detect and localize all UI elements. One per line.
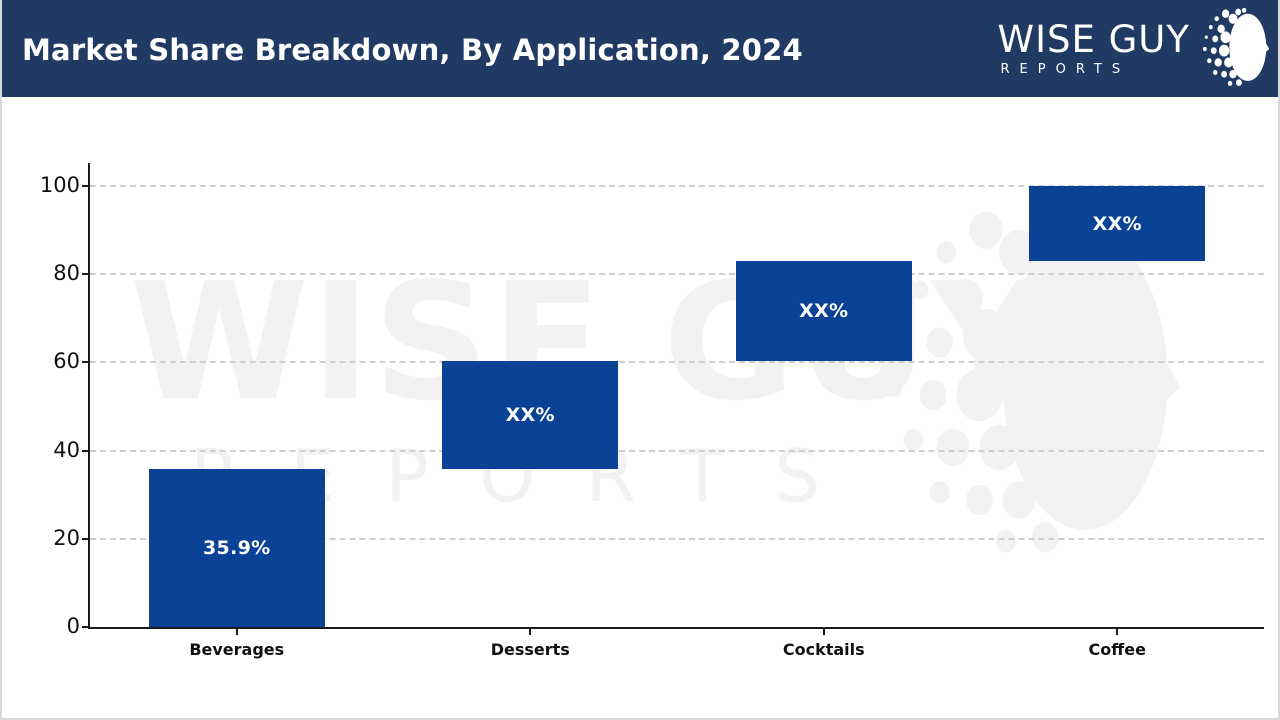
x-category-label-coffee: Coffee bbox=[1088, 640, 1146, 659]
x-tick-mark bbox=[529, 629, 532, 635]
gridline-60 bbox=[90, 361, 1264, 364]
gridline-100 bbox=[90, 185, 1264, 187]
bar-value-label: XX% bbox=[799, 300, 849, 323]
x-tick-mark bbox=[235, 629, 238, 635]
y-tick-label: 40 bbox=[53, 437, 80, 462]
x-category-label-desserts: Desserts bbox=[490, 640, 570, 659]
gridline-80 bbox=[90, 273, 1264, 276]
y-tick-mark bbox=[82, 273, 88, 276]
y-axis-line bbox=[88, 163, 90, 629]
y-tick-mark bbox=[82, 185, 88, 187]
bar-beverages: 35.9% bbox=[148, 468, 325, 627]
logo-reports-label: REPORTS bbox=[1000, 62, 1131, 78]
wiseguy-head-watermark-icon bbox=[885, 203, 1181, 553]
gridline-40 bbox=[90, 449, 1264, 452]
wiseguy-logo-text: WISE GUY REPORTS bbox=[997, 17, 1190, 78]
x-category-label-cocktails: Cocktails bbox=[782, 640, 865, 659]
bar-value-label: XX% bbox=[1092, 212, 1142, 235]
header-banner: Market Share Breakdown, By Application, … bbox=[2, 0, 1278, 97]
x-tick-mark bbox=[822, 629, 825, 635]
bar-cocktails: XX% bbox=[735, 261, 912, 361]
y-tick-mark bbox=[82, 537, 88, 540]
gridline-20 bbox=[90, 537, 1264, 540]
page-title: Market Share Breakdown, By Application, … bbox=[22, 33, 803, 67]
y-tick-label: 80 bbox=[53, 261, 80, 286]
wiseguy-logo: WISE GUY REPORTS bbox=[998, 7, 1270, 91]
x-tick-mark bbox=[1116, 629, 1119, 635]
bar-value-label: 35.9% bbox=[203, 536, 271, 559]
y-tick-label: 60 bbox=[53, 349, 80, 374]
bar-value-label: XX% bbox=[505, 403, 555, 426]
x-category-label-beverages: Beverages bbox=[189, 640, 285, 659]
wiseguy-head-icon bbox=[1203, 7, 1270, 86]
y-tick-mark bbox=[82, 449, 88, 452]
x-axis-line bbox=[88, 627, 1264, 629]
y-tick-label: 100 bbox=[39, 173, 80, 197]
y-tick-mark bbox=[82, 626, 88, 628]
y-tick-label: 20 bbox=[53, 525, 80, 550]
y-tick-mark bbox=[82, 361, 88, 364]
bar-desserts: XX% bbox=[442, 360, 619, 469]
logo-wise-guy-label: WISE GUY bbox=[997, 17, 1190, 61]
bar-coffee: XX% bbox=[1029, 186, 1206, 262]
y-tick-label: 0 bbox=[66, 614, 80, 638]
